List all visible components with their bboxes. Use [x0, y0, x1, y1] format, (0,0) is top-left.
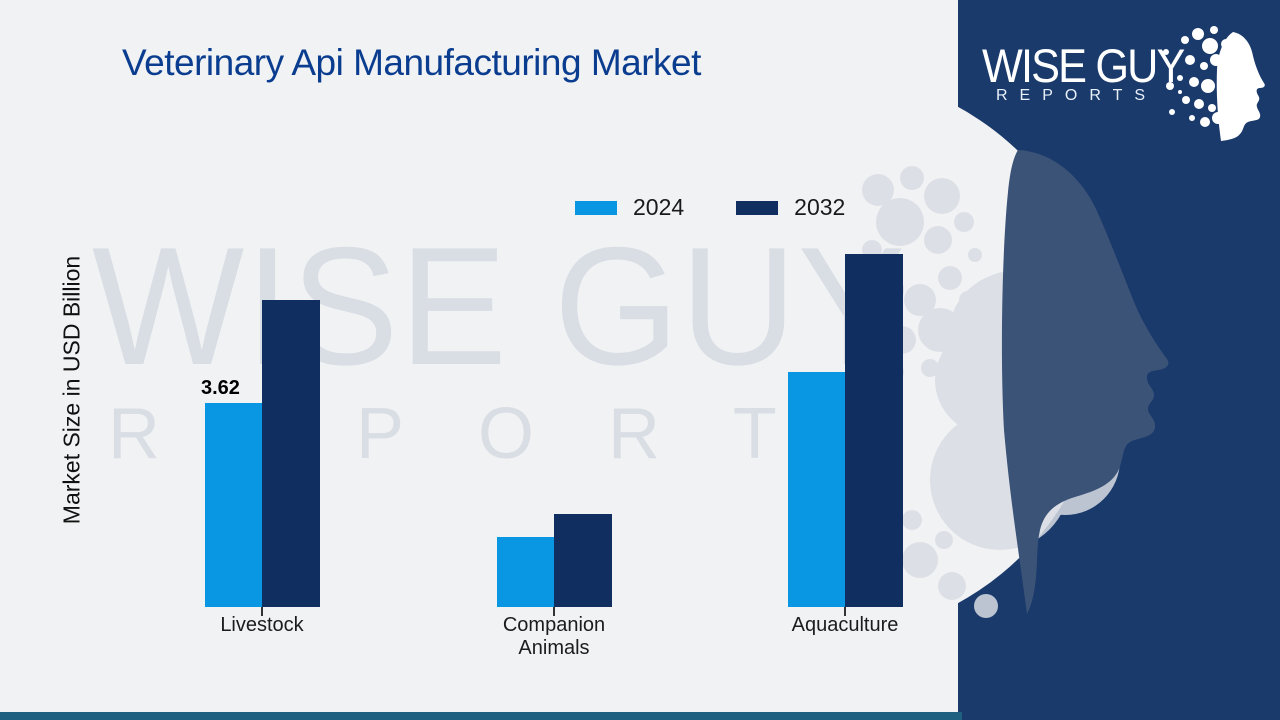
logo-title: WISE GUY [982, 39, 1185, 92]
category-label-livestock: Livestock [220, 614, 304, 636]
bottom-accent-bar [0, 712, 962, 720]
bar-2032-livestock [262, 300, 320, 607]
legend-swatch-2024 [575, 200, 617, 215]
bar-2032-companion-animals [554, 514, 612, 607]
legend-swatch-2032 [736, 200, 779, 215]
face-silhouette [1001, 150, 1169, 614]
category-label-aquaculture: Aquaculture [791, 614, 899, 636]
bar-2024-livestock [205, 403, 262, 607]
bar-2032-aquaculture [845, 254, 903, 607]
bar-2024-companion-animals [497, 537, 554, 607]
bar-2024-aquaculture [788, 372, 845, 607]
x-axis-tick [261, 607, 263, 616]
x-axis-tick [553, 607, 555, 616]
legend-item-2032: 2032 [736, 194, 845, 221]
y-axis-label: Market Size in USD Billion [58, 255, 85, 525]
chart-legend: 2024 2032 [575, 194, 845, 221]
chart-title: Veterinary Api Manufacturing Market [122, 42, 701, 83]
legend-item-2024: 2024 [575, 194, 684, 221]
legend-label-2032: 2032 [794, 194, 846, 220]
bar-value-label: 3.62 [201, 377, 240, 399]
category-label-companion-animals: Companion Animals [502, 614, 606, 659]
logo-subtitle: REPORTS [996, 87, 1158, 104]
watermark-title: WISE GUY [92, 212, 907, 400]
x-axis-tick [844, 607, 846, 616]
legend-label-2024: 2024 [633, 194, 685, 220]
logo-face-icon [1163, 26, 1265, 141]
